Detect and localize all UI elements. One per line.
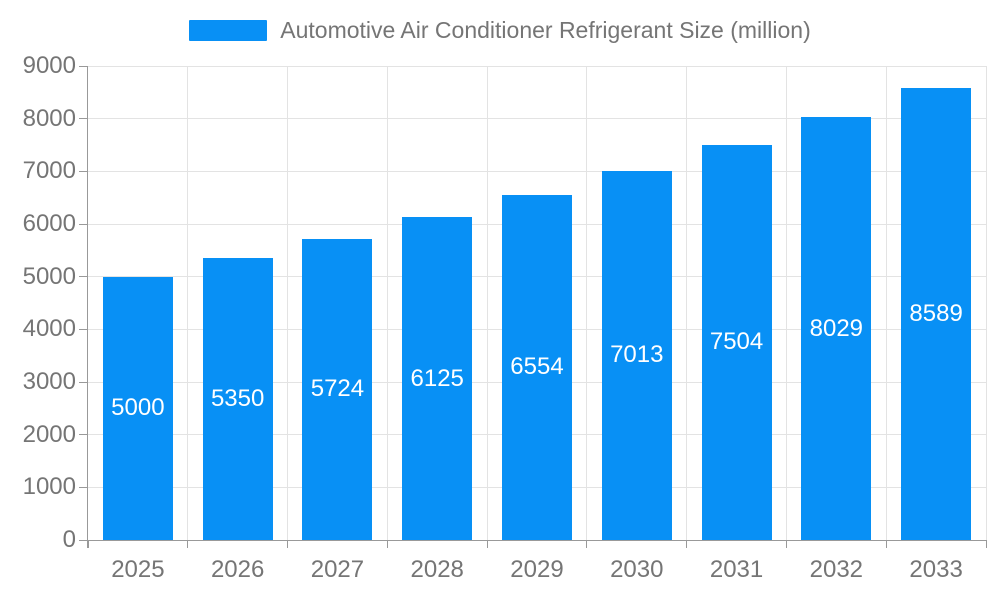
y-axis-tick xyxy=(79,486,87,488)
x-axis-label: 2031 xyxy=(709,556,764,583)
bar[interactable]: 5724 xyxy=(302,238,373,540)
y-axis-label: 7000 xyxy=(22,157,76,185)
y-axis-label: 6000 xyxy=(22,210,76,237)
gridline-vertical xyxy=(885,66,887,540)
y-axis-label: 4000 xyxy=(22,315,76,343)
bar[interactable]: 5000 xyxy=(102,276,173,540)
y-axis-label: 2000 xyxy=(22,420,76,448)
bar-value-label: 5724 xyxy=(310,375,365,403)
bar-value-label: 5350 xyxy=(210,385,265,413)
x-axis-label: 2033 xyxy=(909,556,963,583)
gridline-horizontal xyxy=(88,170,986,172)
bar-value-label: 8029 xyxy=(809,314,864,342)
x-axis-line xyxy=(87,540,987,541)
y-axis-label: 3000 xyxy=(22,368,76,395)
gridline-vertical xyxy=(386,66,388,540)
bar[interactable]: 7013 xyxy=(601,170,672,540)
x-axis-tick xyxy=(187,540,189,548)
bar-value-label: 7013 xyxy=(610,341,664,369)
y-axis-tick xyxy=(79,223,87,225)
legend[interactable]: Automotive Air Conditioner Refrigerant S… xyxy=(0,17,1000,44)
bar-value-label: 7504 xyxy=(709,328,764,356)
x-axis-tick xyxy=(686,540,688,548)
bar[interactable]: 8589 xyxy=(901,87,972,540)
y-axis-tick xyxy=(79,118,87,120)
y-axis-label: 1000 xyxy=(22,473,76,501)
bar-value-label: 6554 xyxy=(510,353,564,381)
x-axis-tick xyxy=(785,540,787,548)
x-axis-tick xyxy=(885,540,887,548)
x-axis-tick xyxy=(87,540,89,548)
y-axis-tick xyxy=(79,170,87,172)
x-axis-tick xyxy=(586,540,588,548)
bar[interactable]: 7504 xyxy=(701,144,772,540)
y-axis-tick xyxy=(79,539,87,541)
y-axis-label: 0 xyxy=(62,526,76,553)
x-axis-tick xyxy=(486,540,488,548)
bar[interactable]: 6554 xyxy=(502,194,572,540)
y-axis-tick xyxy=(79,434,87,436)
x-axis-label: 2030 xyxy=(610,556,664,583)
y-axis-tick xyxy=(79,328,87,330)
gridline-horizontal xyxy=(88,118,986,120)
bar-value-label: 6125 xyxy=(410,364,464,392)
y-axis-tick xyxy=(79,65,87,67)
x-axis-label: 2025 xyxy=(111,556,165,583)
bar-value-label: 8589 xyxy=(909,299,963,327)
x-axis-tick xyxy=(386,540,388,548)
x-axis-label: 2032 xyxy=(809,556,864,583)
bar-value-label: 5000 xyxy=(111,394,165,422)
bar[interactable]: 8029 xyxy=(801,117,872,540)
y-axis-line xyxy=(87,66,88,548)
gridline-vertical xyxy=(287,66,289,540)
gridline-vertical xyxy=(486,66,488,540)
gridline-vertical xyxy=(187,66,189,540)
x-axis-tick xyxy=(287,540,289,548)
x-axis-tick xyxy=(985,540,987,548)
x-axis-label: 2027 xyxy=(310,556,365,583)
y-axis-label: 8000 xyxy=(22,104,76,132)
gridline-vertical xyxy=(686,66,688,540)
x-axis-label: 2029 xyxy=(510,556,564,583)
y-axis-label: 5000 xyxy=(22,262,76,290)
x-axis-label: 2028 xyxy=(410,556,464,583)
legend-label: Automotive Air Conditioner Refrigerant S… xyxy=(280,17,811,43)
bar[interactable]: 5350 xyxy=(202,258,273,540)
plot-area: 0 1000 2000 3000 4000 5000 6000 7000 8000 9000 500… xyxy=(23,53,987,583)
bar[interactable]: 6125 xyxy=(402,217,473,540)
y-axis-tick xyxy=(79,381,87,383)
gridline-horizontal xyxy=(88,65,986,67)
y-axis-label: 9000 xyxy=(22,52,76,79)
y-axis-tick xyxy=(79,276,87,278)
gridline-vertical xyxy=(985,66,987,540)
gridline-vertical xyxy=(586,66,588,540)
gridline-vertical xyxy=(785,66,787,540)
legend-swatch-icon xyxy=(189,20,268,41)
x-axis-label: 2026 xyxy=(210,556,265,583)
